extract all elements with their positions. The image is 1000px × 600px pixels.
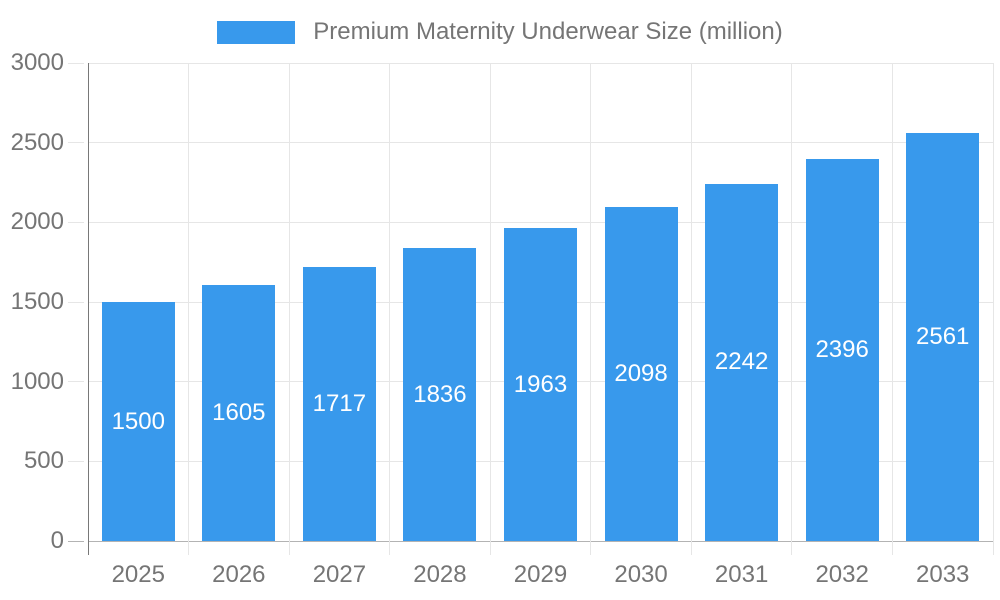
bar-value-label: 1605 — [212, 399, 266, 427]
y-gridline — [88, 142, 993, 144]
bar-value-label: 1500 — [111, 407, 165, 435]
y-axis-line — [87, 63, 89, 555]
x-gridline — [590, 63, 592, 555]
x-axis-label: 2033 — [916, 561, 970, 588]
bar-2029[interactable]: 1963 — [504, 228, 577, 541]
y-axis-label: 500 — [23, 447, 64, 475]
bar-2026[interactable]: 1605 — [202, 285, 276, 541]
x-gridline — [690, 63, 692, 555]
x-axis-label: 2026 — [212, 561, 266, 588]
bar-2032[interactable]: 2396 — [805, 159, 879, 541]
y-tick — [68, 381, 84, 383]
y-axis-label: 1500 — [10, 288, 64, 315]
x-gridline — [791, 63, 793, 555]
y-axis-label: 1000 — [10, 367, 64, 395]
y-tick — [68, 460, 84, 462]
bar-2030[interactable]: 2098 — [604, 206, 678, 541]
legend: Premium Maternity Underwear Size (millio… — [0, 18, 1000, 46]
x-axis-label: 2029 — [513, 561, 568, 588]
bar-2027[interactable]: 1717 — [302, 267, 376, 541]
bar-2033[interactable]: 2561 — [906, 132, 980, 541]
x-axis-label: 2027 — [312, 561, 367, 588]
y-gridline — [88, 221, 993, 223]
y-tick — [68, 221, 84, 223]
bar-2025[interactable]: 1500 — [101, 302, 175, 541]
y-axis-label: 2000 — [10, 208, 64, 236]
bar-value-label: 2561 — [916, 322, 970, 350]
y-tick — [68, 540, 84, 542]
x-axis-label: 2031 — [714, 561, 769, 588]
legend-label: Premium Maternity Underwear Size (millio… — [313, 18, 783, 45]
bar-value-label: 2098 — [614, 359, 668, 387]
x-axis-label: 2030 — [614, 561, 668, 588]
x-axis-label: 2025 — [111, 561, 165, 588]
y-axis-label: 3000 — [10, 49, 64, 76]
y-axis-label: 2500 — [10, 128, 64, 156]
y-gridline — [88, 62, 993, 64]
x-gridline — [188, 63, 190, 555]
bar-value-label: 1717 — [312, 390, 367, 418]
x-gridline — [891, 63, 893, 555]
bar-value-label: 1963 — [513, 370, 568, 398]
x-gridline — [992, 63, 994, 555]
y-gridline — [88, 540, 993, 542]
x-axis-label: 2028 — [413, 561, 467, 588]
bar-value-label: 2396 — [815, 336, 869, 364]
y-tick — [68, 62, 84, 64]
x-gridline — [288, 63, 290, 555]
x-gridline — [389, 63, 391, 555]
y-tick — [68, 142, 84, 144]
y-axis-label: 0 — [50, 527, 64, 554]
bar-2031[interactable]: 2242 — [705, 183, 779, 541]
bar-value-label: 1836 — [413, 380, 467, 408]
legend-swatch[interactable] — [217, 20, 296, 44]
x-axis-label: 2032 — [815, 561, 869, 588]
x-gridline — [489, 63, 491, 555]
y-tick — [68, 301, 84, 303]
bar-2028[interactable]: 1836 — [403, 248, 477, 541]
bar-value-label: 2242 — [714, 348, 769, 376]
